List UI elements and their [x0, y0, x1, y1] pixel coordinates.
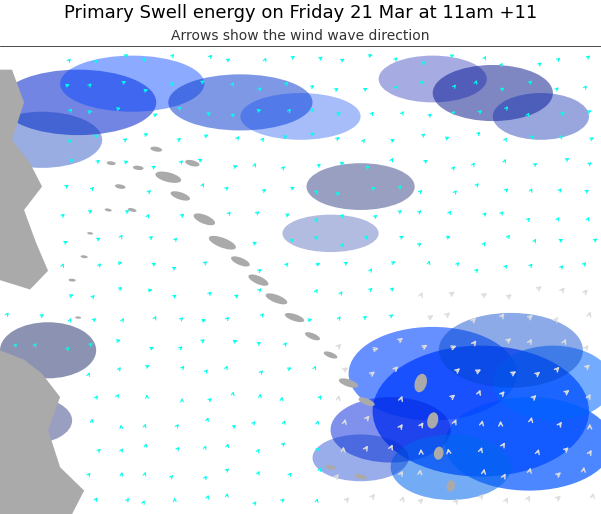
Ellipse shape: [60, 56, 204, 112]
Ellipse shape: [240, 93, 361, 140]
Ellipse shape: [150, 146, 162, 152]
Ellipse shape: [445, 397, 601, 490]
Ellipse shape: [248, 274, 269, 286]
Polygon shape: [0, 69, 48, 289]
Ellipse shape: [0, 322, 96, 378]
Ellipse shape: [434, 447, 444, 460]
Ellipse shape: [355, 474, 367, 480]
Ellipse shape: [331, 397, 451, 463]
Ellipse shape: [447, 480, 455, 492]
Ellipse shape: [415, 374, 427, 392]
Ellipse shape: [115, 185, 126, 189]
Ellipse shape: [379, 56, 487, 102]
Ellipse shape: [107, 161, 115, 165]
Ellipse shape: [282, 215, 379, 252]
Ellipse shape: [373, 345, 589, 476]
Ellipse shape: [209, 236, 236, 250]
Ellipse shape: [324, 352, 337, 359]
Ellipse shape: [493, 93, 589, 140]
Ellipse shape: [427, 412, 438, 429]
Ellipse shape: [266, 293, 287, 304]
Ellipse shape: [325, 465, 336, 469]
Ellipse shape: [128, 208, 136, 212]
Ellipse shape: [339, 378, 358, 388]
Ellipse shape: [313, 434, 409, 481]
Ellipse shape: [231, 256, 250, 267]
Ellipse shape: [493, 345, 601, 420]
Ellipse shape: [359, 397, 374, 406]
Ellipse shape: [81, 255, 88, 258]
Ellipse shape: [105, 209, 112, 211]
Ellipse shape: [0, 112, 102, 168]
Ellipse shape: [0, 69, 156, 135]
Ellipse shape: [391, 434, 511, 500]
Ellipse shape: [69, 279, 76, 282]
Ellipse shape: [439, 313, 583, 388]
Polygon shape: [0, 351, 84, 514]
Ellipse shape: [307, 163, 415, 210]
Ellipse shape: [133, 166, 144, 170]
Text: Primary Swell energy on Friday 21 Mar at 11am +11: Primary Swell energy on Friday 21 Mar at…: [64, 4, 537, 22]
Ellipse shape: [156, 172, 181, 183]
Ellipse shape: [194, 213, 215, 225]
Ellipse shape: [168, 75, 313, 131]
Ellipse shape: [433, 65, 553, 121]
Text: Arrows show the wind wave direction: Arrows show the wind wave direction: [171, 29, 430, 43]
Ellipse shape: [305, 332, 320, 340]
Ellipse shape: [349, 327, 517, 420]
Ellipse shape: [75, 316, 81, 319]
Ellipse shape: [171, 191, 190, 200]
Ellipse shape: [87, 232, 93, 234]
Ellipse shape: [285, 313, 304, 322]
Ellipse shape: [185, 160, 200, 167]
Ellipse shape: [0, 397, 72, 444]
